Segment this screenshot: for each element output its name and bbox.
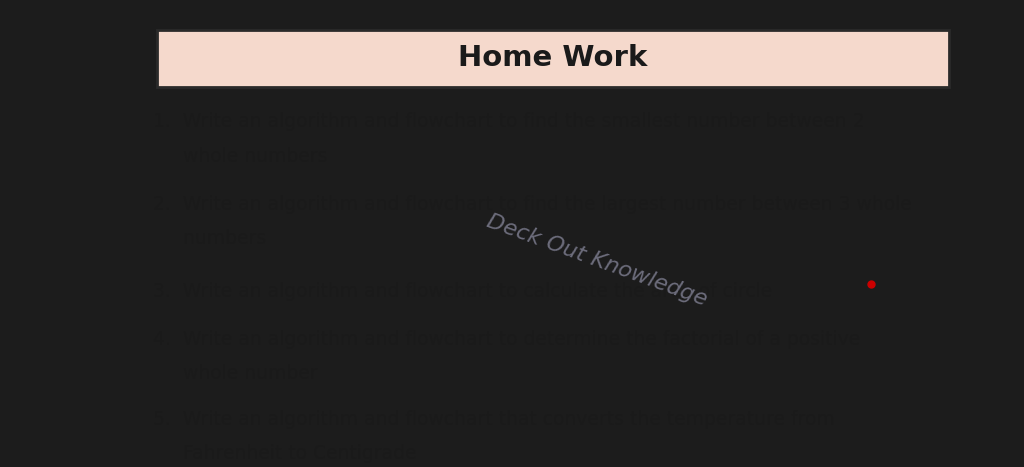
Text: whole numbers: whole numbers <box>153 147 327 165</box>
Text: 4.  Write an algorithm and flowchart to determine the factorial of a positive: 4. Write an algorithm and flowchart to d… <box>153 330 860 348</box>
Text: Deck Out Knowledge: Deck Out Knowledge <box>483 212 710 310</box>
Text: 3.  Write an algorithm and flowchart to calculate the area of circle: 3. Write an algorithm and flowchart to c… <box>153 282 772 301</box>
Bar <box>157 30 949 87</box>
Text: Fahrenheit to Centigrade: Fahrenheit to Centigrade <box>153 444 416 463</box>
Text: Home Work: Home Work <box>459 44 647 72</box>
Text: 5.  Write an algorithm and flowchart that converts the temperature from: 5. Write an algorithm and flowchart that… <box>153 410 835 429</box>
Text: numbers: numbers <box>153 229 266 248</box>
Text: 1.  Write an algorithm and flowchart to find the smallest number between 2: 1. Write an algorithm and flowchart to f… <box>153 112 864 131</box>
Text: whole number: whole number <box>153 364 317 383</box>
Text: 2.  Write an algorithm and flowchart to find the largest number between 3 whole: 2. Write an algorithm and flowchart to f… <box>153 195 911 213</box>
